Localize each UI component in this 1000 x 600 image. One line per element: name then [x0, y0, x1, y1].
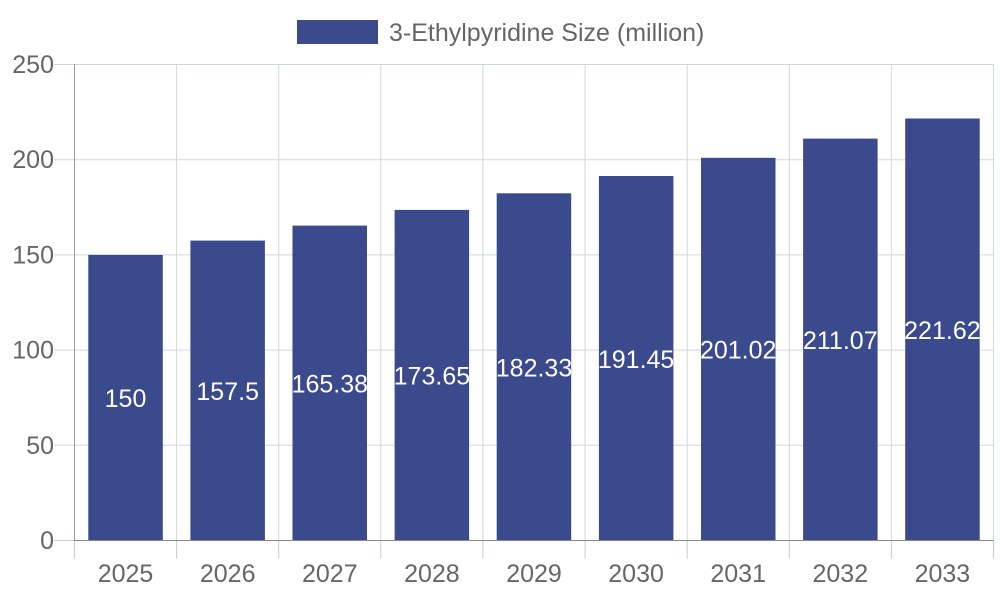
svg-text:221.62: 221.62	[904, 317, 980, 345]
svg-text:182.33: 182.33	[496, 354, 572, 382]
svg-text:100: 100	[12, 337, 54, 365]
svg-text:3-Ethylpyridine Size (million): 3-Ethylpyridine Size (million)	[389, 19, 704, 47]
svg-text:211.07: 211.07	[803, 327, 878, 355]
svg-text:0: 0	[40, 527, 54, 555]
svg-text:2033: 2033	[915, 560, 971, 588]
svg-text:2028: 2028	[404, 560, 460, 588]
svg-text:2027: 2027	[302, 560, 358, 588]
svg-text:191.45: 191.45	[598, 346, 674, 374]
svg-text:157.5: 157.5	[196, 378, 259, 406]
svg-text:165.38: 165.38	[292, 371, 368, 399]
svg-text:2026: 2026	[200, 560, 256, 588]
svg-text:173.65: 173.65	[394, 363, 470, 391]
svg-text:50: 50	[26, 432, 54, 460]
svg-text:150: 150	[12, 241, 54, 269]
svg-text:2031: 2031	[710, 560, 766, 588]
svg-text:2025: 2025	[98, 560, 154, 588]
svg-text:201.02: 201.02	[700, 337, 776, 365]
svg-text:2029: 2029	[506, 560, 562, 588]
svg-text:150: 150	[105, 385, 147, 413]
svg-text:250: 250	[12, 51, 54, 79]
svg-text:200: 200	[12, 146, 54, 174]
svg-text:2032: 2032	[812, 560, 868, 588]
svg-text:2030: 2030	[608, 560, 664, 588]
